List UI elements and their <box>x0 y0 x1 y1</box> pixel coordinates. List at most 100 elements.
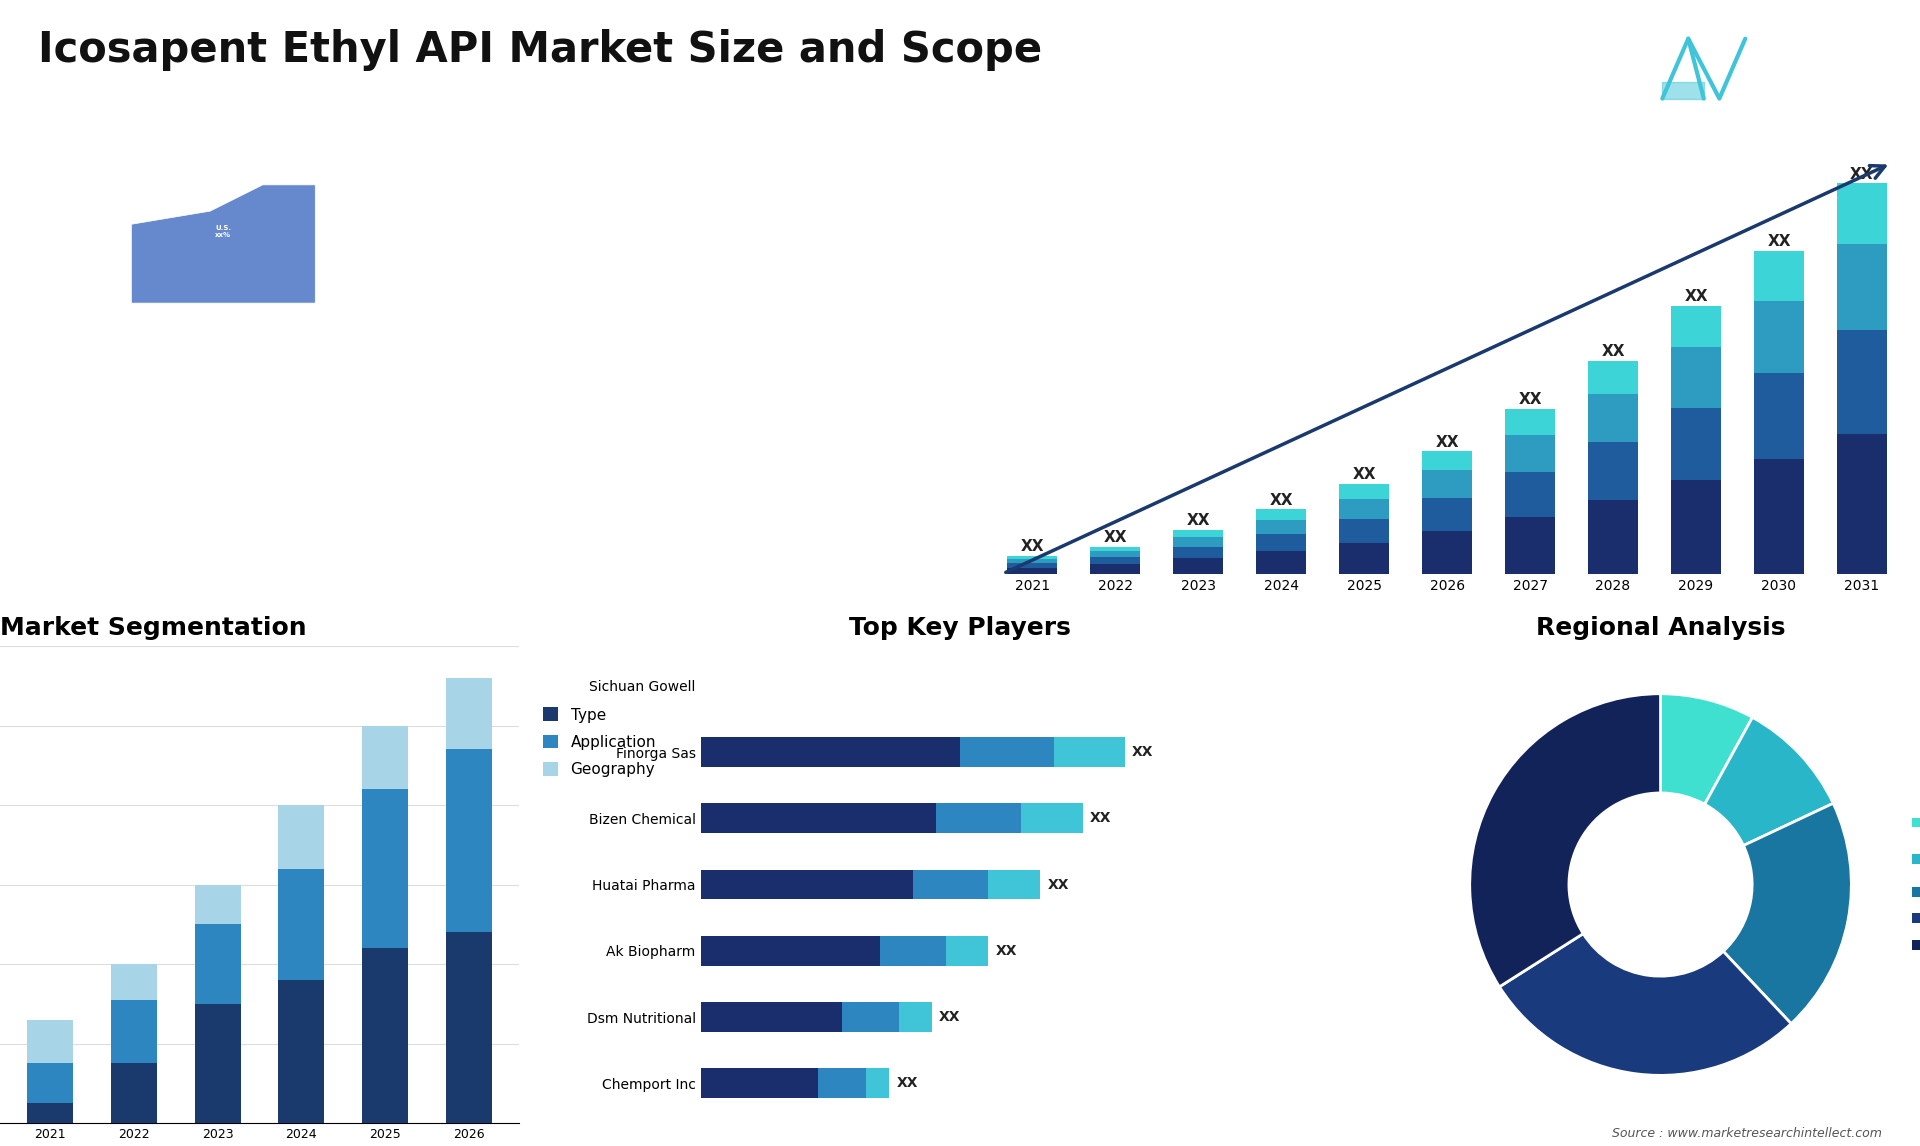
Bar <box>111 1063 157 1123</box>
Bar <box>363 725 409 790</box>
Bar <box>1505 472 1555 517</box>
Legend: Latin America, Middle East &
Africa, Asia Pacific, Europe, North America: Latin America, Middle East & Africa, Asi… <box>1907 811 1920 958</box>
Bar <box>1755 460 1805 574</box>
Bar <box>701 737 960 767</box>
Text: XX: XX <box>1436 434 1459 449</box>
Bar <box>363 948 409 1123</box>
Bar <box>1670 306 1720 347</box>
Text: XX: XX <box>1269 493 1292 508</box>
Text: XX: XX <box>1851 166 1874 182</box>
Bar <box>1423 470 1473 499</box>
Text: XX: XX <box>1021 540 1044 555</box>
Wedge shape <box>1661 693 1753 804</box>
Bar <box>701 1002 843 1033</box>
Bar <box>1021 803 1083 833</box>
Wedge shape <box>1705 717 1834 846</box>
Bar <box>278 869 324 980</box>
Text: XX: XX <box>1091 811 1112 825</box>
Bar <box>1173 558 1223 574</box>
Bar <box>445 749 492 932</box>
Bar <box>1670 479 1720 574</box>
Bar <box>879 936 947 966</box>
Text: XX: XX <box>1519 392 1542 407</box>
Bar <box>1008 563 1058 567</box>
Bar <box>1670 408 1720 479</box>
Bar <box>111 964 157 999</box>
Bar <box>1670 347 1720 408</box>
Bar <box>701 936 879 966</box>
Bar <box>1505 517 1555 574</box>
Bar <box>989 870 1041 900</box>
Text: XX: XX <box>1684 289 1707 304</box>
Bar <box>960 737 1054 767</box>
Bar <box>1008 567 1058 574</box>
Bar <box>27 1104 73 1123</box>
Bar <box>1423 499 1473 532</box>
Bar <box>937 803 1021 833</box>
Bar <box>1755 374 1805 460</box>
Bar <box>843 1002 899 1033</box>
Text: Source : www.marketresearchintellect.com: Source : www.marketresearchintellect.com <box>1611 1128 1882 1140</box>
Bar <box>866 1068 889 1098</box>
Text: XX: XX <box>1046 878 1069 892</box>
Bar <box>1256 510 1306 520</box>
Bar <box>1091 557 1140 564</box>
Text: XX: XX <box>1187 513 1210 528</box>
Bar <box>1008 556 1058 559</box>
Bar <box>1837 330 1887 433</box>
Text: MARKET: MARKET <box>1770 41 1820 52</box>
Text: XX: XX <box>897 1076 918 1090</box>
Text: XX: XX <box>1601 345 1624 360</box>
Bar <box>1091 551 1140 557</box>
Bar <box>1256 520 1306 534</box>
Text: XX: XX <box>1133 745 1154 759</box>
Bar <box>278 804 324 869</box>
Bar <box>1340 499 1388 519</box>
Bar <box>1755 251 1805 301</box>
Legend: Type, Application, Geography: Type, Application, Geography <box>538 701 662 783</box>
Bar <box>1588 442 1638 500</box>
Bar <box>445 677 492 749</box>
Bar <box>701 803 937 833</box>
Bar <box>1505 434 1555 472</box>
Text: U.S.
xx%: U.S. xx% <box>215 226 232 238</box>
Bar <box>899 1002 931 1033</box>
Bar <box>1091 564 1140 574</box>
Bar <box>701 870 912 900</box>
Text: INTELLECT: INTELLECT <box>1770 85 1834 95</box>
Bar <box>947 936 989 966</box>
Wedge shape <box>1469 693 1661 987</box>
Bar <box>1256 551 1306 574</box>
Bar <box>194 925 240 1004</box>
Bar <box>111 999 157 1063</box>
Text: XX: XX <box>995 944 1018 958</box>
Bar <box>1837 244 1887 330</box>
Bar <box>194 1004 240 1123</box>
Polygon shape <box>131 185 315 303</box>
Text: RESEARCH: RESEARCH <box>1770 63 1834 73</box>
Text: XX: XX <box>1352 468 1377 482</box>
Bar <box>27 1063 73 1104</box>
Bar <box>1340 484 1388 499</box>
Bar <box>194 885 240 925</box>
Bar <box>1755 301 1805 374</box>
Bar <box>1588 500 1638 574</box>
Wedge shape <box>1500 934 1791 1075</box>
Title: Regional Analysis: Regional Analysis <box>1536 615 1786 639</box>
Bar <box>445 932 492 1123</box>
Bar <box>818 1068 866 1098</box>
Bar <box>1008 559 1058 563</box>
Text: Icosapent Ethyl API Market Size and Scope: Icosapent Ethyl API Market Size and Scop… <box>38 29 1043 71</box>
Bar <box>701 1068 818 1098</box>
Bar <box>1173 547 1223 558</box>
Text: XX: XX <box>939 1010 960 1025</box>
Bar <box>1505 409 1555 434</box>
Bar <box>27 1020 73 1063</box>
Bar <box>1423 532 1473 574</box>
Bar <box>278 980 324 1123</box>
Bar <box>1588 394 1638 442</box>
Title: Top Key Players: Top Key Players <box>849 615 1071 639</box>
Text: Market Segmentation: Market Segmentation <box>0 615 307 639</box>
Bar <box>1340 519 1388 543</box>
Bar <box>1054 737 1125 767</box>
